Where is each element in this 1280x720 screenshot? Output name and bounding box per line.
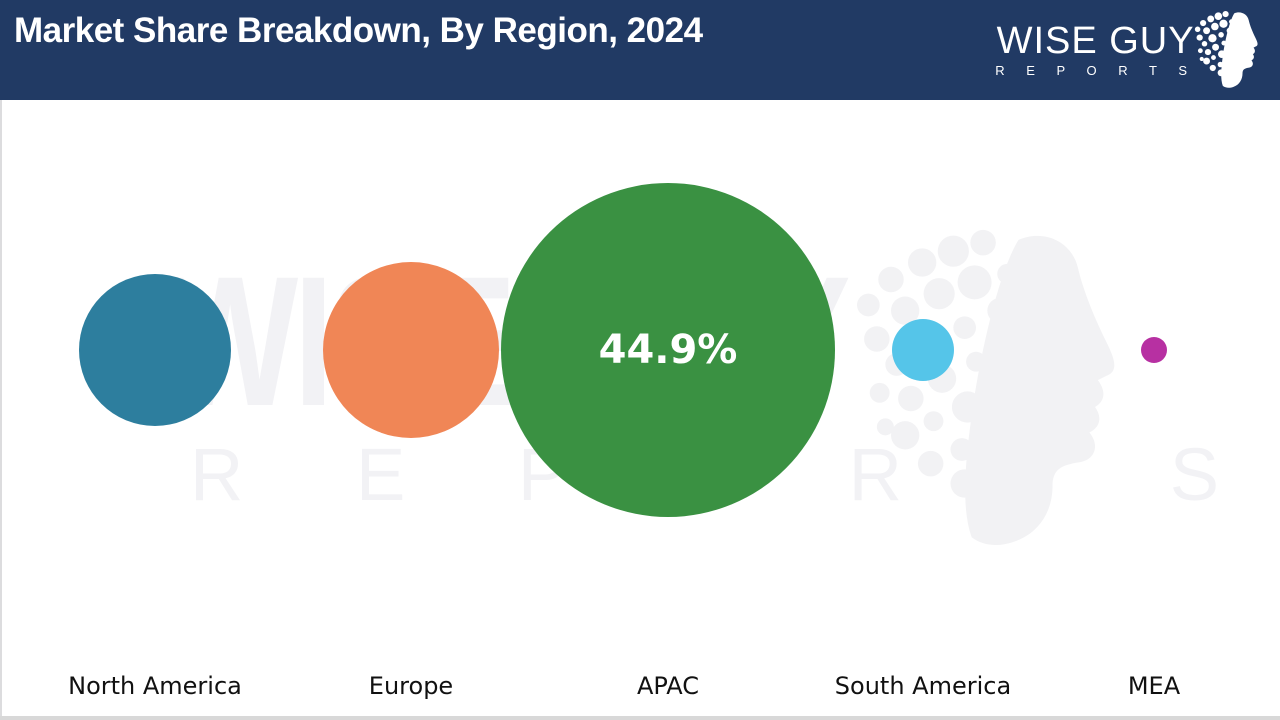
bubble-apac[interactable]: 44.9% bbox=[501, 183, 835, 517]
category-label-europe: Europe bbox=[368, 672, 454, 700]
wise-guy-head-icon bbox=[1194, 10, 1258, 88]
bubble-south-america[interactable] bbox=[892, 319, 954, 381]
bubble-europe[interactable] bbox=[323, 262, 499, 438]
category-label-south-america: South America bbox=[834, 672, 1012, 700]
bubble-mea[interactable] bbox=[1141, 337, 1167, 363]
brand-logo: WISE GUY R E P O R T S bbox=[995, 8, 1266, 92]
category-label-apac: APAC bbox=[636, 672, 700, 700]
bubble-plot: North America Europe 44.9% APAC South Americ… bbox=[2, 100, 1280, 716]
brand-name: WISE GUY bbox=[996, 19, 1195, 62]
header: Market Share Breakdown, By Region, 2024 … bbox=[0, 0, 1280, 100]
bubble-north-america[interactable] bbox=[79, 274, 231, 426]
bubble-value-label: 44.9% bbox=[598, 327, 738, 373]
brand-logo-text: WISE GUY R E P O R T S bbox=[995, 19, 1196, 79]
page-title: Market Share Breakdown, By Region, 2024 bbox=[14, 11, 703, 50]
category-label-mea: MEA bbox=[1127, 672, 1181, 700]
bottom-bar bbox=[0, 716, 1280, 720]
brand-subtitle: R E P O R T S bbox=[995, 63, 1196, 79]
chart-area: WISE GUY R E P O R T S North AmericaEuro… bbox=[0, 100, 1280, 716]
category-label-north-america: North America bbox=[68, 672, 242, 700]
